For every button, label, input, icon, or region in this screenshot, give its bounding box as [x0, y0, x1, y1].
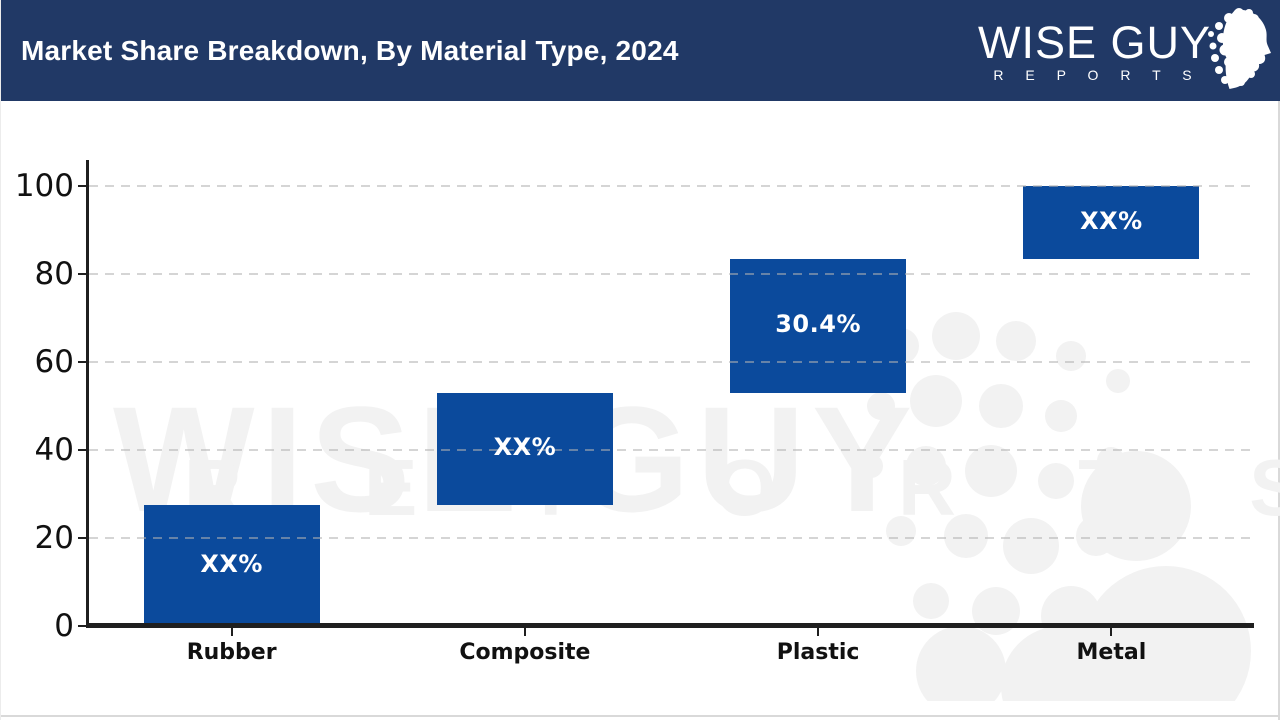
gridline	[89, 537, 1254, 539]
bar-value-label: XX%	[493, 432, 557, 461]
y-tick	[78, 537, 86, 539]
wiseguy-logo: WISE GUY R E P O R T S	[978, 4, 1271, 96]
bar-value-label: 30.4%	[775, 309, 861, 338]
plot-area: XX% XX% 30.4% XX% 0 20 40 60 80 100 Rubber Composit…	[1, 101, 1280, 715]
logo-face-icon	[1208, 8, 1271, 89]
page-title: Market Share Breakdown, By Material Type…	[21, 34, 679, 66]
logo-wordmark: WISE GUY	[977, 16, 1211, 68]
x-tick	[1110, 628, 1113, 636]
y-tick-label: 20	[34, 520, 74, 556]
x-category-label: Rubber	[186, 640, 277, 665]
bottom-border	[1, 715, 1280, 717]
y-tick	[78, 185, 86, 187]
x-category-label: Composite	[459, 640, 591, 665]
waterfall-chart: WISE GUY R E P O R T S XX% XX% 30.4% XX% 0 20…	[1, 101, 1280, 715]
header-bar: Market Share Breakdown, By Material Type…	[1, 0, 1280, 101]
y-tick-label: 100	[14, 168, 74, 204]
gridline	[89, 185, 1254, 187]
bar-value-label: XX%	[1080, 206, 1143, 235]
gridline	[89, 273, 1254, 275]
bar	[436, 392, 613, 505]
logo-text: WISE GUY R E P O R T S	[977, 16, 1211, 83]
logo-subtext: R E P O R T S	[993, 66, 1201, 83]
x-tick	[523, 628, 526, 636]
y-tick-label: 0	[54, 608, 74, 644]
y-axis-line	[86, 160, 89, 628]
x-category-label: Metal	[1076, 640, 1147, 665]
bar	[143, 505, 320, 626]
gridline	[89, 449, 1254, 451]
bar-value-label: XX%	[200, 549, 263, 578]
y-tick-label: 40	[34, 432, 74, 468]
x-axis-line	[86, 623, 1254, 628]
y-tick	[78, 361, 86, 363]
x-tick	[817, 628, 820, 636]
x-category-label: Plastic	[776, 640, 860, 665]
gridline	[89, 361, 1254, 363]
y-tick-label: 60	[34, 344, 74, 380]
y-tick	[78, 449, 86, 451]
y-tick-label: 80	[34, 256, 74, 292]
y-tick	[78, 273, 86, 275]
bar	[730, 259, 907, 393]
x-tick	[230, 628, 233, 636]
bar	[1023, 186, 1200, 260]
y-tick	[78, 625, 86, 627]
